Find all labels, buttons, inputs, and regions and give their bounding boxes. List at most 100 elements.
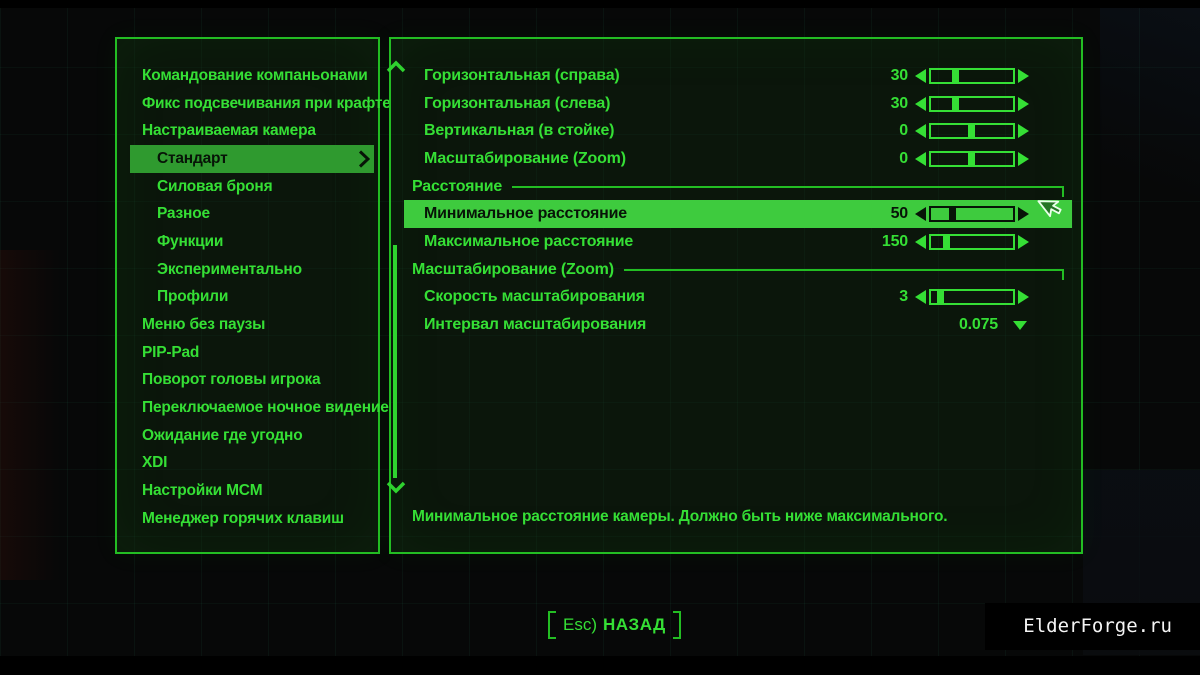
slider-left-arrow-icon[interactable] — [915, 234, 926, 249]
sidebar-item[interactable]: Разное — [130, 200, 368, 228]
setting-row-slider[interactable]: Вертикальная (в стойке) 0 — [404, 117, 1072, 145]
slider-control[interactable] — [915, 233, 1029, 250]
setting-row-slider[interactable]: Горизонтальная (слева) 30 — [404, 90, 1072, 118]
section-header: Масштабирование (Zoom) — [404, 256, 1064, 284]
slider-thumb[interactable] — [936, 291, 944, 304]
slider-track[interactable] — [929, 150, 1015, 167]
slider-left-arrow-icon[interactable] — [915, 151, 926, 166]
setting-value: 3 — [899, 288, 908, 306]
slider-control[interactable] — [915, 289, 1029, 306]
sidebar-item[interactable]: XDI — [130, 450, 368, 478]
slider-left-arrow-icon[interactable] — [915, 290, 926, 305]
sidebar-item-label: Переключаемое ночное видение — [142, 399, 389, 417]
section-divider — [512, 186, 1064, 198]
sidebar-item-label: Настраиваемая камера — [142, 122, 316, 140]
sidebar-item[interactable]: Менеджер горячих клавиш — [130, 505, 368, 533]
sidebar-item-label: Профили — [157, 288, 229, 306]
slider-track[interactable] — [929, 67, 1015, 84]
sidebar-item[interactable]: Поворот головы игрока — [130, 367, 368, 395]
setting-label: Максимальное расстояние — [424, 232, 634, 250]
sidebar-item-label: Стандарт — [157, 149, 228, 167]
sidebar-item-label: Менеджер горячих клавиш — [142, 509, 344, 527]
setting-value: 0 — [899, 122, 908, 140]
sidebar-item[interactable]: Фикс подсвечивания при крафте — [130, 90, 391, 118]
sidebar-item[interactable]: Силовая броня — [130, 173, 368, 201]
setting-label: Скорость масштабирования — [424, 288, 645, 306]
bracket-left-icon — [548, 611, 556, 639]
sidebar-item-label: Силовая броня — [157, 177, 273, 195]
setting-row-slider[interactable]: Горизонтальная (справа) 30 — [404, 62, 1072, 90]
letterbox-bottom — [0, 656, 1200, 675]
slider-control[interactable] — [915, 150, 1029, 167]
dropdown-caret-icon[interactable] — [1013, 320, 1027, 330]
slider-track[interactable] — [929, 123, 1015, 140]
sidebar-item[interactable]: Переключаемое ночное видение — [130, 394, 389, 422]
setting-row-dropdown[interactable]: Интервал масштабирования 0.075 — [404, 311, 1072, 339]
sidebar-item[interactable]: Профили — [130, 284, 368, 312]
slider-thumb[interactable] — [949, 208, 957, 221]
slider-right-arrow-icon[interactable] — [1018, 234, 1029, 249]
setting-value: 50 — [890, 205, 909, 223]
setting-row-slider[interactable]: Максимальное расстояние 150 — [404, 228, 1072, 256]
slider-control[interactable] — [915, 67, 1029, 84]
slider-thumb[interactable] — [968, 152, 975, 165]
slider-track[interactable] — [929, 206, 1015, 223]
slider-thumb[interactable] — [951, 97, 959, 110]
slider-right-arrow-icon[interactable] — [1018, 68, 1029, 83]
slider-right-arrow-icon[interactable] — [1018, 290, 1029, 305]
sidebar-item[interactable]: Ожидание где угодно — [130, 422, 368, 450]
slider-left-arrow-icon[interactable] — [915, 68, 926, 83]
sidebar-item-label: Функции — [157, 232, 224, 250]
setting-row-slider[interactable]: Масштабирование (Zoom) 0 — [404, 145, 1072, 173]
slider-right-arrow-icon[interactable] — [1018, 207, 1029, 222]
slider-track[interactable] — [929, 95, 1015, 112]
sidebar-item[interactable]: Командование компаньонами — [130, 62, 368, 90]
slider-left-arrow-icon[interactable] — [915, 96, 926, 111]
sidebar-item[interactable]: Меню без паузы — [130, 311, 368, 339]
setting-row-slider[interactable]: Минимальное расстояние 50 — [404, 200, 1072, 229]
slider-right-arrow-icon[interactable] — [1018, 96, 1029, 111]
sidebar-item-label: XDI — [142, 454, 168, 472]
setting-row-slider[interactable]: Скорость масштабирования 3 — [404, 284, 1072, 312]
setting-value: 150 — [881, 232, 908, 250]
background-scene-patch — [0, 250, 60, 580]
slider-left-arrow-icon[interactable] — [915, 124, 926, 139]
scrollbar[interactable] — [393, 245, 397, 478]
sidebar-item-label: Настройки MCM — [142, 482, 263, 500]
setting-label: Горизонтальная (справа) — [424, 66, 620, 84]
section-label: Масштабирование (Zoom) — [412, 260, 614, 278]
sidebar-item-label: PIP-Pad — [142, 343, 200, 361]
sidebar-item[interactable]: Настройки MCM — [130, 477, 368, 505]
setting-description: Минимальное расстояние камеры. Должно бы… — [412, 508, 948, 525]
slider-track[interactable] — [929, 289, 1015, 306]
slider-thumb[interactable] — [951, 69, 959, 82]
back-button[interactable]: Esc) НАЗАД — [548, 609, 681, 641]
letterbox-top — [0, 0, 1200, 8]
scroll-down-icon[interactable] — [385, 479, 407, 495]
sidebar-item[interactable]: Функции — [130, 228, 368, 256]
slider-left-arrow-icon[interactable] — [915, 207, 926, 222]
slider-control[interactable] — [915, 95, 1029, 112]
slider-right-arrow-icon[interactable] — [1018, 151, 1029, 166]
scroll-up-icon[interactable] — [385, 59, 407, 75]
slider-thumb[interactable] — [968, 125, 975, 138]
sidebar-item[interactable]: Настраиваемая камера — [130, 117, 368, 145]
sidebar-menu: Командование компаньонами Фикс подсвечива… — [117, 39, 391, 533]
sidebar-item-label: Экспериментально — [157, 260, 302, 278]
section-label: Расстояние — [412, 177, 503, 195]
slider-track[interactable] — [929, 233, 1015, 250]
sidebar-item[interactable]: Экспериментально — [130, 256, 368, 284]
setting-value: 30 — [890, 94, 909, 112]
sidebar-item[interactable]: PIP-Pad — [130, 339, 368, 367]
slider-control[interactable] — [915, 123, 1029, 140]
setting-label: Горизонтальная (слева) — [424, 94, 611, 112]
setting-value: 0.075 — [958, 316, 998, 334]
slider-control[interactable] — [915, 206, 1029, 223]
sidebar-item[interactable]: Стандарт — [130, 145, 374, 173]
sidebar-item-label: Меню без паузы — [142, 316, 266, 334]
slider-thumb[interactable] — [943, 235, 951, 248]
back-button-label: НАЗАД — [603, 615, 666, 634]
slider-right-arrow-icon[interactable] — [1018, 124, 1029, 139]
sidebar-item-label: Командование компаньонами — [142, 66, 368, 84]
